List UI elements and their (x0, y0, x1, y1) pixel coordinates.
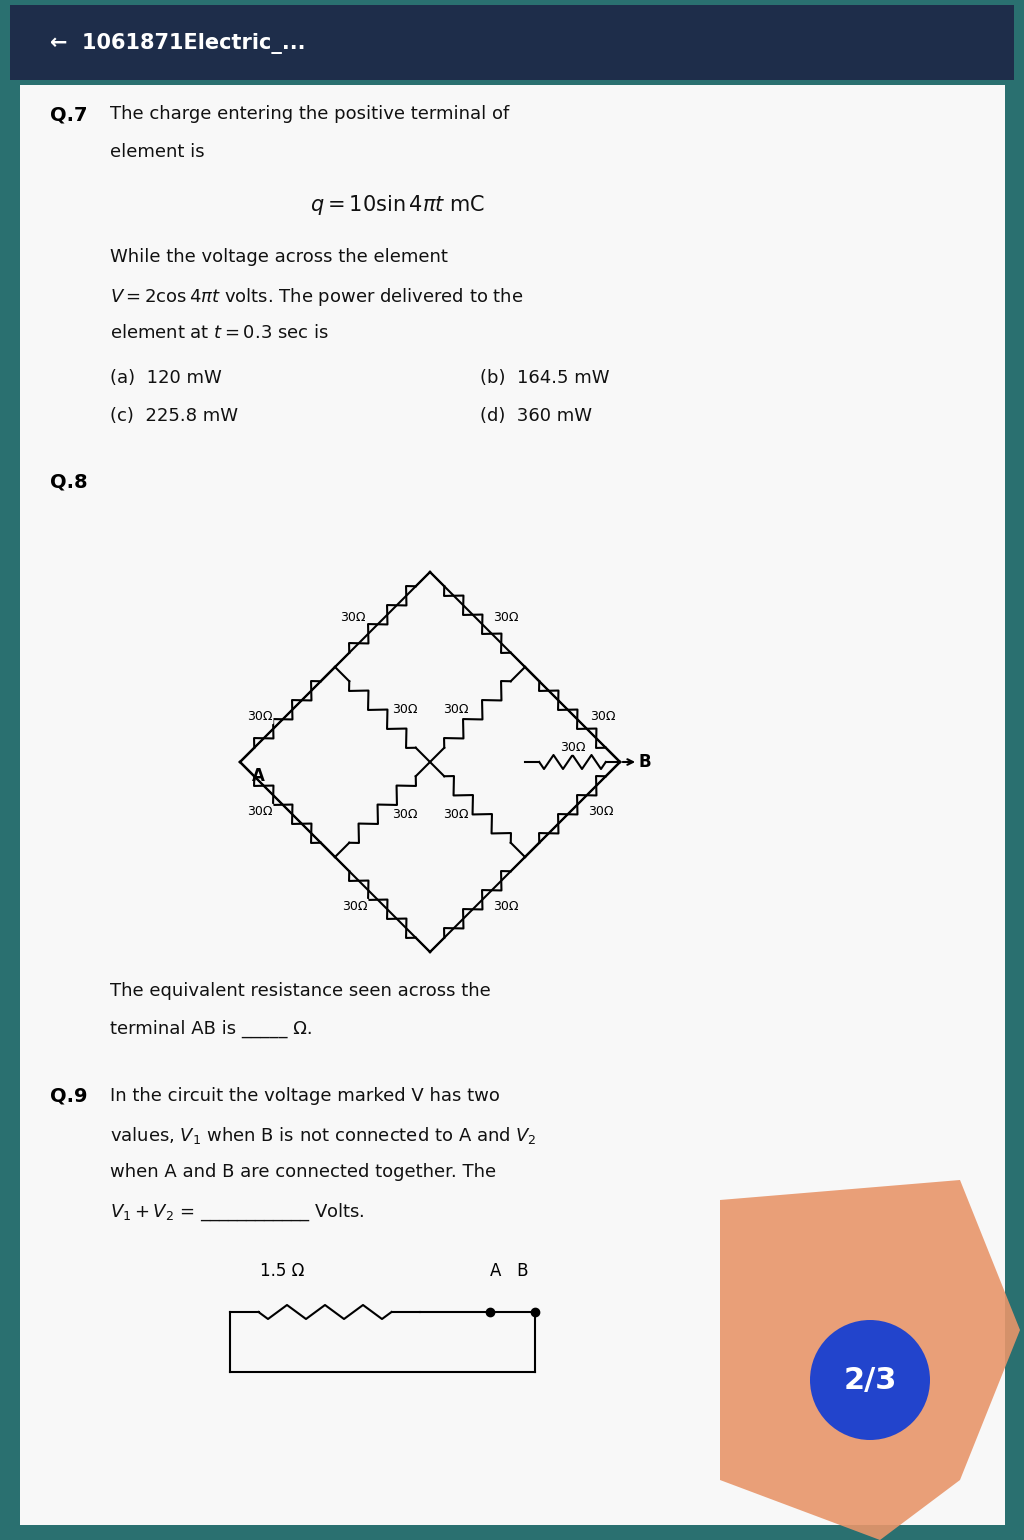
Text: terminal AB is _____ Ω.: terminal AB is _____ Ω. (110, 1019, 312, 1038)
Text: 30Ω: 30Ω (340, 611, 366, 624)
Text: 30Ω: 30Ω (247, 805, 272, 818)
Text: Q.9: Q.9 (50, 1087, 87, 1106)
Text: 1.5 Ω: 1.5 Ω (260, 1261, 304, 1280)
Text: Q.8: Q.8 (50, 471, 88, 491)
Text: A: A (252, 767, 265, 785)
Text: 30Ω: 30Ω (392, 808, 417, 821)
Text: 30Ω: 30Ω (442, 702, 468, 716)
Text: (b)  164.5 mW: (b) 164.5 mW (480, 370, 609, 387)
Text: 30Ω: 30Ω (590, 710, 615, 722)
Text: $V = 2\cos 4\pi t$ volts. The power delivered to the: $V = 2\cos 4\pi t$ volts. The power deli… (110, 286, 523, 308)
Text: (c)  225.8 mW: (c) 225.8 mW (110, 407, 238, 425)
Text: when A and B are connected together. The: when A and B are connected together. The (110, 1163, 496, 1181)
Text: $V_1 + V_2$ = ____________ Volts.: $V_1 + V_2$ = ____________ Volts. (110, 1201, 365, 1223)
Text: B: B (638, 753, 650, 772)
Text: The charge entering the positive terminal of: The charge entering the positive termina… (110, 105, 509, 123)
Text: ←  1061871Electric_...: ← 1061871Electric_... (50, 32, 305, 54)
Text: 30Ω: 30Ω (493, 611, 518, 624)
Text: 30Ω: 30Ω (442, 808, 468, 821)
Text: Q.7: Q.7 (50, 105, 87, 125)
Text: While the voltage across the element: While the voltage across the element (110, 248, 447, 266)
Text: values, $V_1$ when B is not connected to A and $V_2$: values, $V_1$ when B is not connected to… (110, 1126, 537, 1146)
Text: 30Ω: 30Ω (493, 899, 518, 913)
Text: In the circuit the voltage marked V has two: In the circuit the voltage marked V has … (110, 1087, 500, 1106)
Text: 30Ω: 30Ω (560, 741, 586, 753)
Text: (a)  120 mW: (a) 120 mW (110, 370, 222, 387)
Text: element is: element is (110, 143, 205, 162)
Text: A   B: A B (490, 1261, 528, 1280)
Text: 30Ω: 30Ω (342, 899, 368, 913)
Text: 30Ω: 30Ω (392, 702, 417, 716)
Text: 2/3: 2/3 (844, 1366, 897, 1395)
Polygon shape (720, 1180, 1020, 1540)
Text: 30Ω: 30Ω (247, 710, 272, 722)
Text: The equivalent resistance seen across the: The equivalent resistance seen across th… (110, 983, 490, 999)
Text: 30Ω: 30Ω (588, 805, 613, 818)
Bar (10, 5, 1014, 80)
Text: (d)  360 mW: (d) 360 mW (480, 407, 592, 425)
Text: element at $t = 0.3$ sec is: element at $t = 0.3$ sec is (110, 323, 329, 342)
Circle shape (810, 1320, 930, 1440)
Text: $q = 10\sin 4\pi t$ mC: $q = 10\sin 4\pi t$ mC (310, 192, 485, 217)
